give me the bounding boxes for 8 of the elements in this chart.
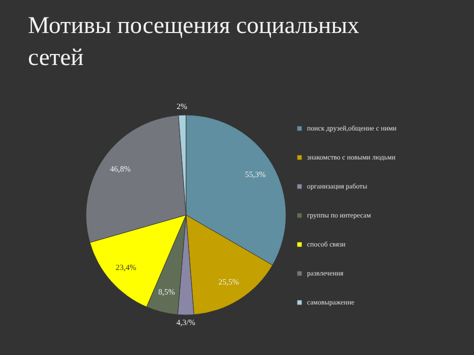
data-label: 8,5%	[158, 288, 176, 297]
data-label: 46,8%	[110, 164, 132, 174]
data-label: 2%	[176, 102, 188, 112]
data-label: 25,5%	[218, 278, 240, 287]
data-label: 55,3%	[244, 170, 266, 180]
data-label: 23,4%	[116, 262, 137, 272]
chart-title: Мотивы посещения социальных сетей	[28, 13, 360, 71]
data-label: 4,3/%	[176, 318, 196, 327]
